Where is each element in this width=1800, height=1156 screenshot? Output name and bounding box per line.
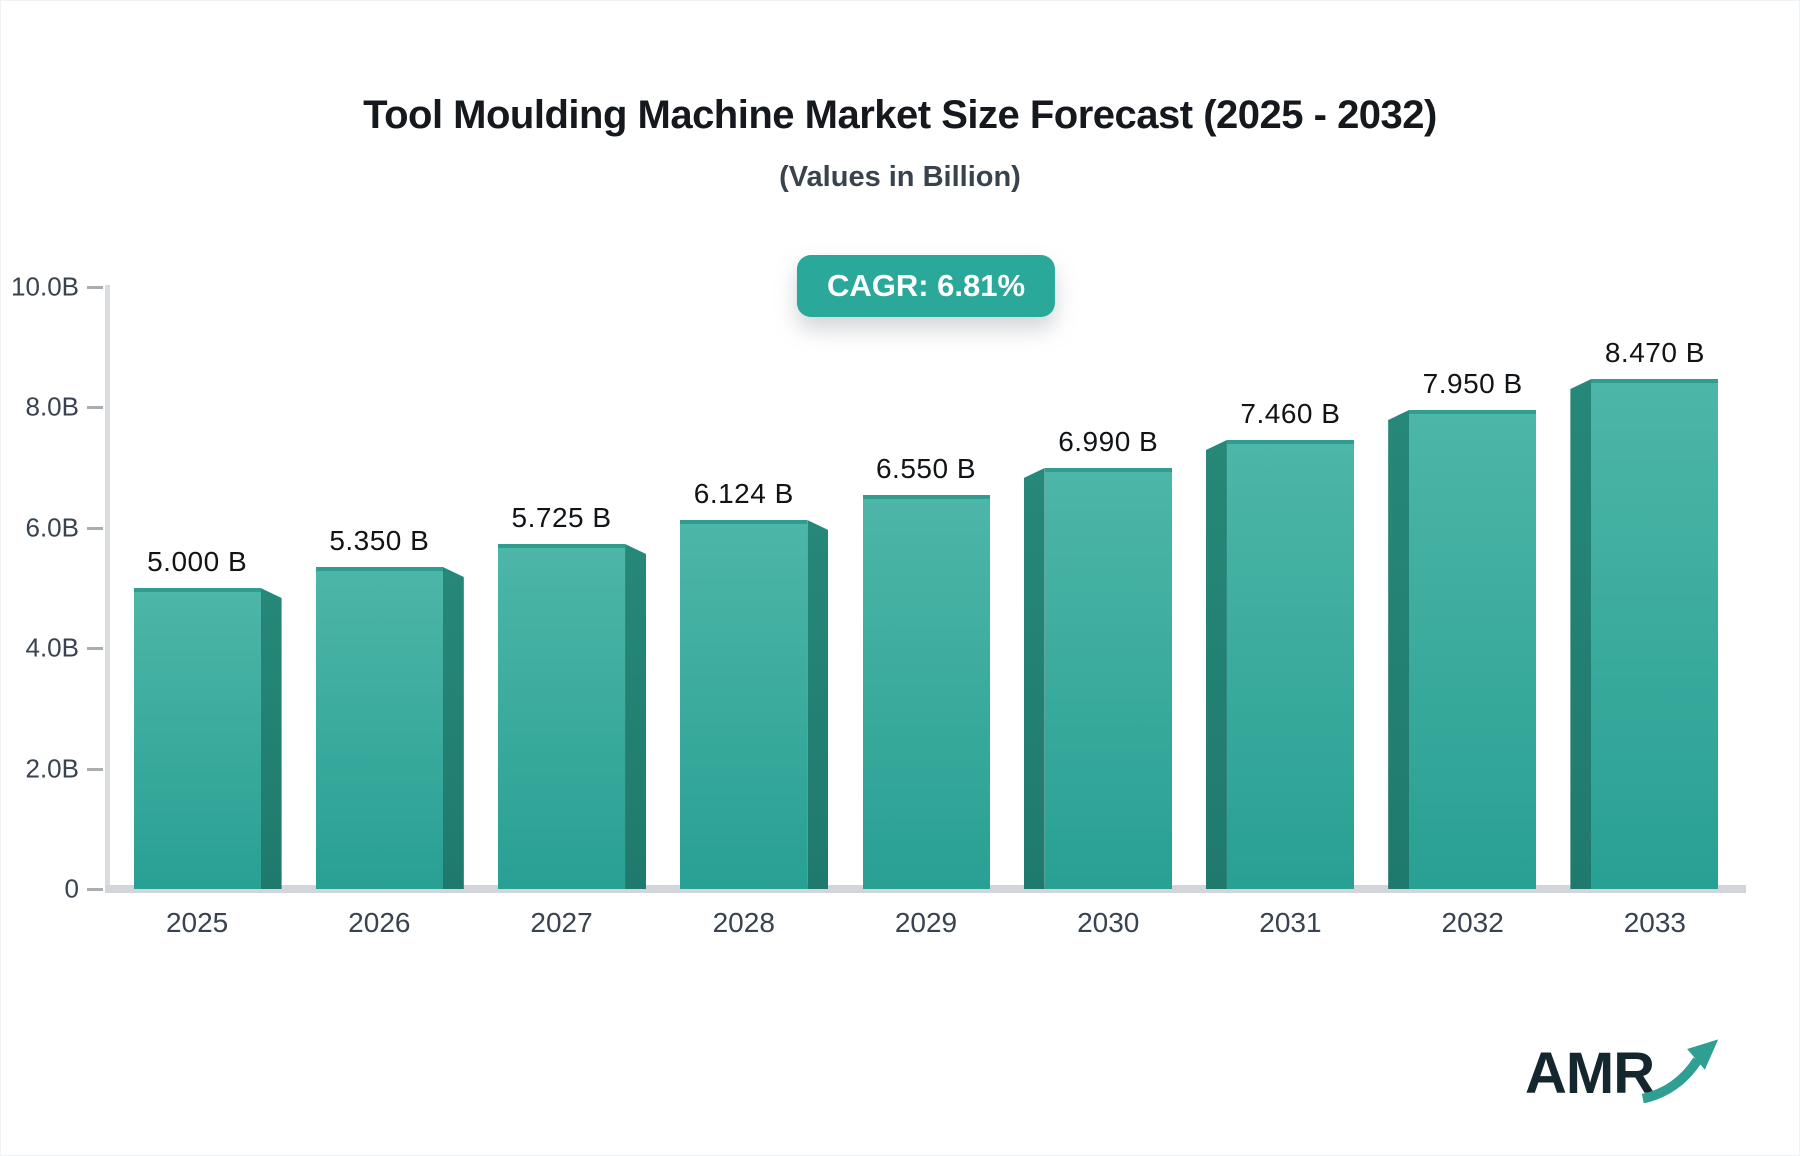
bar-top-edge — [680, 520, 808, 524]
y-axis-tick-mark — [87, 406, 103, 410]
bar-3d-side — [442, 567, 464, 889]
y-axis: 0 2.0B 4.0B 6.0B 8.0B 10.0B — [1, 272, 105, 904]
bar-value-label: 5.000 B — [147, 546, 248, 577]
y-axis-tick-mark — [87, 526, 103, 530]
bar-3d-side — [807, 520, 829, 889]
bar-3d-side — [1023, 468, 1045, 889]
bar-top-edge — [315, 567, 443, 571]
chart-title: Tool Moulding Machine Market Size Foreca… — [363, 93, 1437, 137]
bar-value-label: 5.725 B — [511, 502, 612, 533]
bar-value-label: 5.350 B — [329, 525, 430, 556]
bar-face — [1409, 410, 1537, 889]
bar-3d-side — [260, 588, 282, 889]
chart-subtitle: (Values in Billion) — [779, 161, 1021, 193]
bar-value-label: 7.950 B — [1422, 368, 1523, 399]
growth-arrow-icon — [1641, 1039, 1719, 1103]
x-axis-tick-label: 2030 — [1077, 907, 1140, 938]
bar-face — [680, 520, 808, 889]
bar-2029 — [862, 495, 990, 889]
bar-value-label: 8.470 B — [1604, 337, 1705, 368]
cagr-badge: CAGR: 6.81% — [796, 255, 1056, 317]
bar-top-edge — [133, 588, 261, 592]
y-axis-tick-mark — [87, 767, 103, 771]
y-axis-tick-label: 6.0B — [25, 512, 80, 543]
bar-3d-side — [1570, 379, 1592, 889]
x-axis-tick-label: 2026 — [348, 907, 411, 938]
bar-2031 — [1205, 440, 1354, 889]
y-axis-tick-label: 4.0B — [25, 632, 80, 663]
y-axis-tick-label: 0 — [64, 873, 79, 904]
bar-2025 — [133, 588, 282, 889]
bar-3d-side — [625, 544, 647, 889]
bar-face — [315, 567, 443, 889]
bar-value-label: 7.460 B — [1240, 398, 1341, 429]
bar-face — [1226, 440, 1354, 889]
bar-3d-side — [1205, 440, 1227, 889]
y-axis-tick-mark — [87, 647, 103, 651]
amr-logo-text: AMR — [1525, 1041, 1655, 1106]
bar-2027 — [498, 544, 647, 889]
x-axis-tick-label: 2027 — [530, 907, 593, 938]
bar-face — [498, 544, 626, 889]
bar-2030 — [1023, 468, 1172, 889]
amr-logo: AMR — [1525, 1035, 1720, 1103]
bar-top-edge — [1044, 468, 1172, 472]
y-axis-tick-label: 2.0B — [25, 753, 80, 784]
x-axis-tick-label: 2029 — [894, 907, 958, 938]
bar-top-edge — [498, 544, 626, 548]
bar-3d-side — [1388, 410, 1410, 889]
x-axis-line — [105, 885, 1746, 893]
bar-value-label: 6.550 B — [875, 453, 977, 484]
x-axis-tick-label: 2028 — [712, 907, 775, 938]
bar-value-label: 6.124 B — [693, 478, 794, 509]
x-axis-tick-label: 2033 — [1623, 907, 1687, 938]
y-axis-tick-mark — [87, 888, 103, 891]
bar-top-edge — [1409, 410, 1537, 414]
y-axis-line — [105, 285, 110, 891]
bar-face — [1591, 379, 1719, 889]
x-axis-tick-label: 2025 — [165, 907, 229, 938]
x-axis-labels: 2025 2026 2027 2028 2029 2030 2031 2032 2033 — [106, 907, 1746, 951]
bar-value-label: 6.990 B — [1058, 426, 1159, 457]
plot-area: 5.000 B 5.350 B 5.725 B 6.124 B 6.550 B 6.990… — [106, 287, 1746, 889]
bar-face — [862, 495, 990, 889]
bar-2033 — [1570, 379, 1719, 889]
bar-face — [1044, 468, 1172, 889]
y-axis-tick-label: 10.0B — [11, 271, 79, 302]
y-axis-tick-mark — [87, 286, 103, 289]
y-axis-tick-label: 8.0B — [25, 391, 80, 422]
x-axis-tick-label: 2031 — [1259, 907, 1322, 938]
bar-2032 — [1388, 410, 1537, 889]
bar-top-edge — [1226, 440, 1354, 444]
x-axis-tick-label: 2032 — [1441, 907, 1504, 938]
bar-top-edge — [862, 495, 990, 499]
bar-top-edge — [1591, 379, 1719, 383]
bar-2026 — [315, 567, 464, 889]
bar-face — [133, 588, 261, 889]
bar-2028 — [680, 520, 829, 889]
